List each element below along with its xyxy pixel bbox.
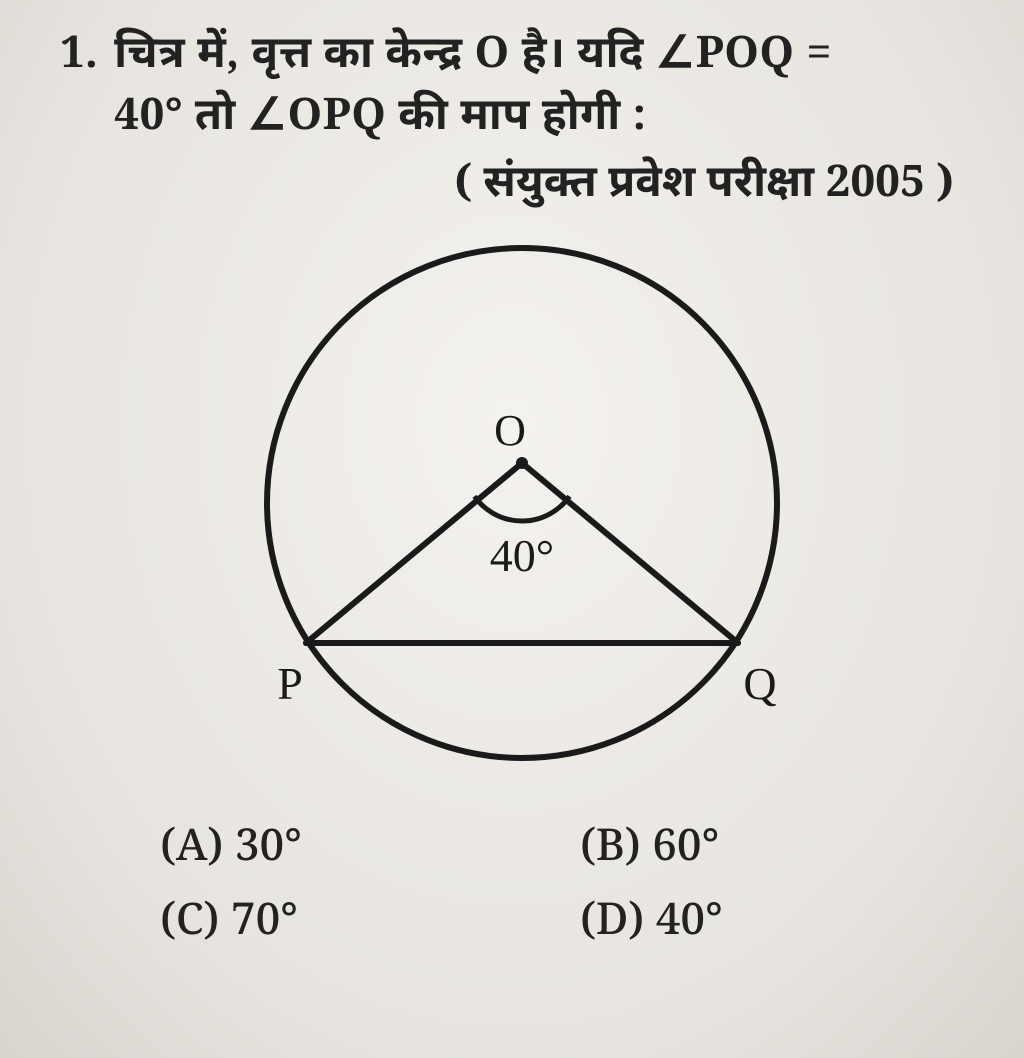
svg-text:40°: 40° xyxy=(490,530,554,581)
option-a-label: (A) xyxy=(160,813,223,873)
svg-text:P: P xyxy=(277,658,303,709)
option-d-value: 40° xyxy=(656,887,723,947)
question-source: ( संयुक्त प्रवेश परीक्षा 2005 ) xyxy=(60,149,954,214)
option-d[interactable]: (D) 40° xyxy=(580,887,1000,947)
circle-diagram: O 40° P Q xyxy=(242,218,802,788)
option-c[interactable]: (C) 70° xyxy=(160,887,580,947)
question-line-1: चित्र में, वृत्त का केन्द्र O है। यदि ∠P… xyxy=(114,20,832,80)
option-b-label: (B) xyxy=(580,813,641,873)
svg-text:Q: Q xyxy=(743,658,776,709)
svg-text:O: O xyxy=(494,406,526,455)
page: 1. चित्र में, वृत्त का केन्द्र O है। यदि… xyxy=(0,0,1024,1058)
question-number: 1. xyxy=(60,20,110,80)
option-c-value: 70° xyxy=(231,887,298,947)
question-text: चित्र में, वृत्त का केन्द्र O है। यदि ∠P… xyxy=(114,20,974,143)
option-b-value: 60° xyxy=(652,813,719,873)
option-b[interactable]: (B) 60° xyxy=(580,813,1000,873)
option-c-label: (C) xyxy=(160,887,219,947)
option-a-value: 30° xyxy=(235,813,302,873)
option-d-label: (D) xyxy=(580,887,644,947)
options: (A) 30° (B) 60° (C) 70° (D) 40° xyxy=(160,813,984,947)
question-line-2: 40° तो ∠OPQ की माप होगी : xyxy=(114,82,646,142)
option-a[interactable]: (A) 30° xyxy=(160,813,580,873)
question-block: 1. चित्र में, वृत्त का केन्द्र O है। यदि… xyxy=(60,20,984,143)
figure: O 40° P Q xyxy=(60,218,984,793)
